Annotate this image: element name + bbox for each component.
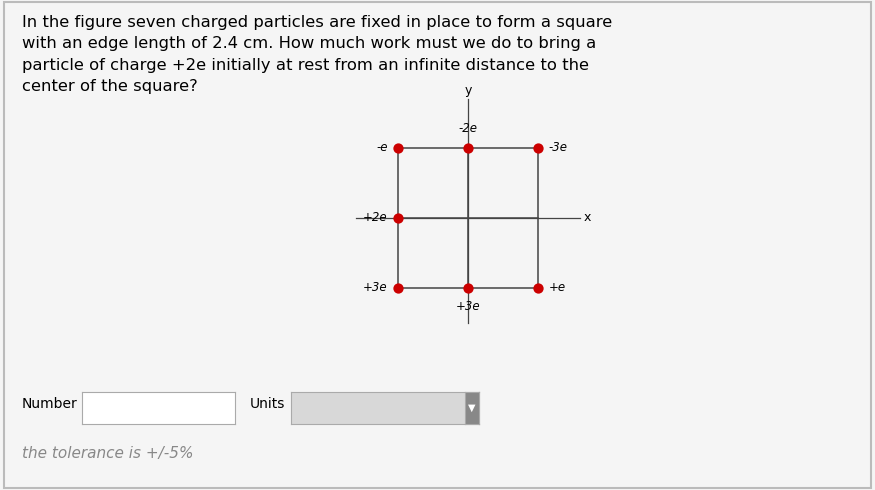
Point [461, 144, 475, 151]
Text: x: x [584, 211, 591, 224]
Text: -2e: -2e [458, 122, 478, 135]
Text: In the figure seven charged particles are fixed in place to form a square
with a: In the figure seven charged particles ar… [22, 15, 612, 95]
Text: +3e: +3e [456, 300, 480, 313]
Point [391, 284, 405, 292]
Text: Units: Units [250, 397, 285, 411]
Text: +3e: +3e [363, 281, 388, 294]
Text: +2e: +2e [363, 211, 388, 224]
Point [391, 214, 405, 221]
Text: -3e: -3e [549, 141, 568, 154]
Point [461, 284, 475, 292]
Text: Number: Number [22, 397, 78, 411]
Text: the tolerance is +/-5%: the tolerance is +/-5% [22, 446, 193, 461]
Point [391, 144, 405, 151]
Text: y: y [465, 84, 472, 98]
Point [531, 144, 545, 151]
Text: +e: +e [549, 281, 566, 294]
Point [531, 284, 545, 292]
Text: -e: -e [376, 141, 388, 154]
Text: ▼: ▼ [468, 403, 475, 413]
